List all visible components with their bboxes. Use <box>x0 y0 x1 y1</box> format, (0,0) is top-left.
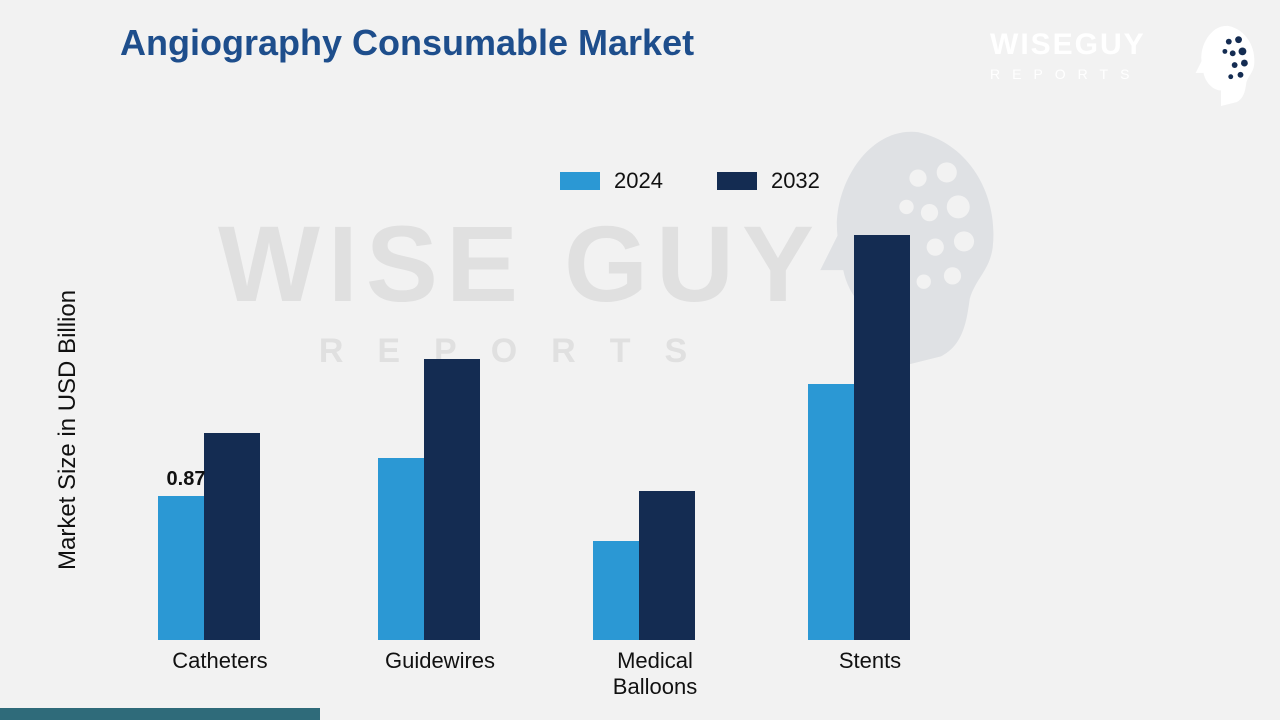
bar-value-label: 0.87 <box>126 468 246 491</box>
bar-2032 <box>854 235 910 640</box>
bar-group: MedicalBalloons <box>575 210 735 640</box>
legend-item-2024: 2024 <box>560 168 663 194</box>
bar-2032 <box>424 359 480 640</box>
category-label: Stents <box>770 648 970 674</box>
chart-title: Angiography Consumable Market <box>120 22 694 64</box>
brand-logo: WISEGUY REPORTS <box>990 22 1260 112</box>
legend-swatch-2024 <box>560 172 600 190</box>
category-label: MedicalBalloons <box>555 648 755 701</box>
chart-canvas: WISEGUY REPORTS Angiography Consumable M… <box>0 0 1280 720</box>
bar-group: Stents <box>790 210 950 640</box>
brand-main: WISEGUY <box>990 28 1146 62</box>
category-label: Guidewires <box>340 648 540 674</box>
legend-swatch-2032 <box>717 172 757 190</box>
legend: 2024 2032 <box>560 168 820 194</box>
bar-2032 <box>204 433 260 640</box>
y-axis-label: Market Size in USD Billion <box>54 290 82 570</box>
bar-group: Catheters <box>140 210 300 640</box>
legend-item-2032: 2032 <box>717 168 820 194</box>
plot-area: Catheters Guidewires MedicalBalloons Stents… <box>120 210 960 640</box>
bottom-accent-strip <box>0 708 320 720</box>
legend-label-2024: 2024 <box>614 168 663 194</box>
category-label: Catheters <box>120 648 320 674</box>
brand-sub: REPORTS <box>990 66 1141 82</box>
bar-group: Guidewires <box>360 210 520 640</box>
legend-label-2032: 2032 <box>771 168 820 194</box>
brand-head-icon <box>1182 22 1260 110</box>
bar-2032 <box>639 491 695 640</box>
